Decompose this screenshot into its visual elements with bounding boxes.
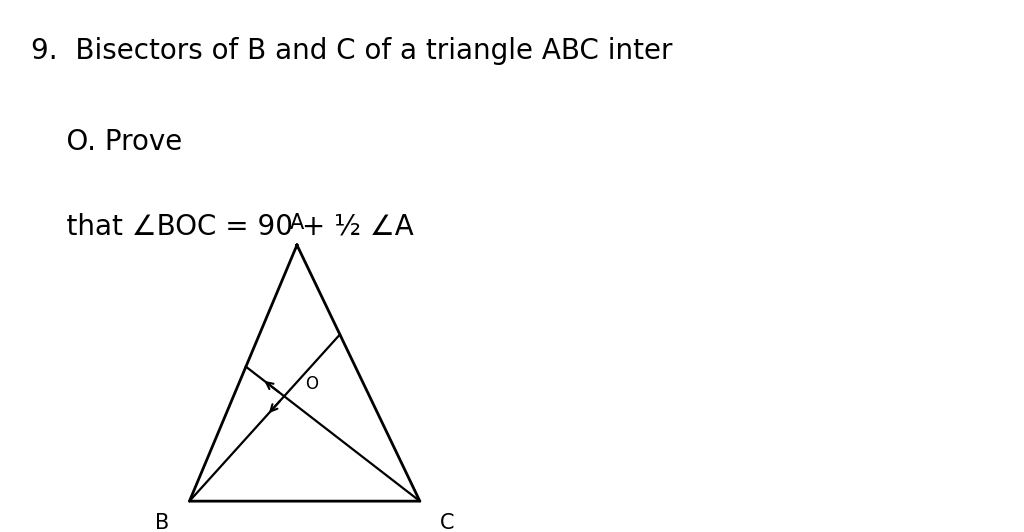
Text: O: O	[305, 375, 317, 393]
Text: that ∠BOC = 90 + ½ ∠A: that ∠BOC = 90 + ½ ∠A	[31, 213, 414, 241]
Text: 9.  Bisectors of B and C of a triangle ABC inter: 9. Bisectors of B and C of a triangle AB…	[31, 37, 672, 65]
Text: A: A	[290, 213, 304, 232]
Text: C: C	[440, 513, 455, 532]
Text: B: B	[155, 513, 169, 532]
Text: O. Prove: O. Prove	[31, 128, 182, 156]
